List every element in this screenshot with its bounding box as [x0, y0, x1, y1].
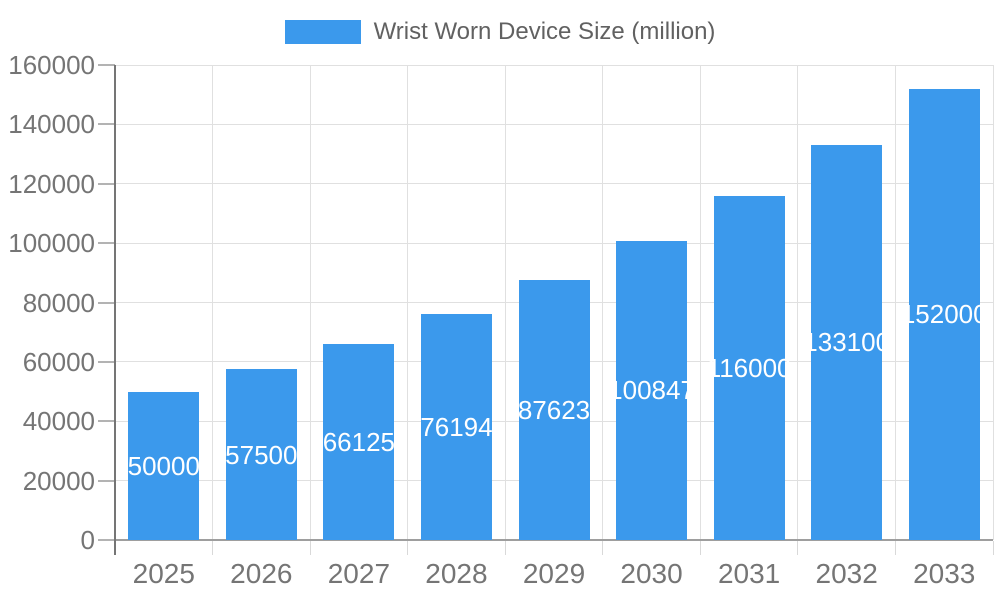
- gridline-v: [602, 65, 604, 540]
- x-tick-label: 2033: [913, 558, 976, 589]
- gridline-v: [212, 65, 214, 540]
- x-tick-mark: [407, 541, 409, 555]
- bar-2032: [811, 144, 883, 540]
- gridline-v: [504, 65, 506, 540]
- x-tick-label: 2032: [815, 558, 878, 589]
- y-tick-mark: [98, 479, 115, 482]
- y-tick-label: 140000: [8, 109, 95, 140]
- gridline-h: [115, 183, 993, 185]
- y-tick-label: 160000: [8, 50, 95, 80]
- bar-2031: [713, 195, 785, 540]
- y-tick-label: 100000: [8, 228, 95, 259]
- y-tick-mark: [98, 360, 115, 363]
- y-tick-mark: [98, 123, 115, 126]
- y-tick-label: 80000: [22, 287, 95, 318]
- gridline-v: [894, 65, 896, 540]
- legend-item[interactable]: Wrist Worn Device Size (million): [284, 18, 716, 45]
- gridline-v: [992, 65, 994, 540]
- gridline-h: [115, 242, 993, 244]
- x-tick-mark: [504, 541, 506, 555]
- y-tick-mark: [98, 242, 115, 245]
- bar-value-label: 100847: [608, 375, 695, 406]
- y-tick-mark: [98, 301, 115, 304]
- gridline-v: [407, 65, 409, 540]
- x-tick-label: 2029: [522, 558, 586, 589]
- y-tick-label: 0: [80, 525, 95, 555]
- bar-value-label: 76194: [420, 411, 493, 442]
- legend-label: Wrist Worn Device Size (million): [373, 18, 716, 45]
- bar-2027: [323, 343, 395, 540]
- gridline-h: [115, 64, 993, 66]
- bar-value-label: 50000: [127, 450, 200, 481]
- y-axis-line: [114, 65, 116, 555]
- x-tick-label: 2025: [132, 558, 195, 589]
- y-tick-mark: [98, 64, 115, 66]
- bar-2025: [128, 391, 200, 540]
- x-tick-label: 2031: [717, 558, 781, 589]
- chart-legend: Wrist Worn Device Size (million): [0, 20, 1000, 44]
- bar-value-label: 152000: [900, 299, 988, 330]
- y-tick-mark: [98, 182, 115, 185]
- bar-value-label: 133100: [803, 327, 891, 358]
- legend-swatch-icon: [284, 20, 361, 44]
- bar-2026: [225, 369, 297, 540]
- x-tick-mark: [602, 541, 604, 555]
- bar-2029: [518, 279, 590, 540]
- y-tick-mark: [98, 539, 115, 541]
- x-tick-label: 2028: [425, 558, 488, 589]
- gridline-v: [699, 65, 701, 540]
- gridline-v: [797, 65, 799, 540]
- x-tick-mark: [894, 541, 896, 555]
- y-tick-label: 40000: [22, 406, 95, 437]
- x-axis-line: [115, 539, 993, 541]
- x-tick-label: 2026: [230, 558, 293, 589]
- bar-value-label: 66125: [322, 426, 396, 457]
- x-tick-mark: [699, 541, 701, 555]
- bar-2028: [420, 313, 492, 540]
- y-tick-label: 20000: [22, 465, 95, 496]
- x-tick-mark: [309, 541, 311, 555]
- y-tick-mark: [98, 420, 115, 423]
- bar-value-label: 57500: [225, 439, 298, 470]
- bar-value-label: 116000: [706, 352, 792, 383]
- y-tick-label: 60000: [22, 346, 95, 377]
- x-tick-mark: [797, 541, 799, 555]
- gridline-h: [115, 123, 993, 125]
- plot-area: 0 20000 40000 60000 80000 100000 120000 140000 1…: [8, 52, 994, 588]
- bar-2033: [908, 88, 980, 540]
- bar-value-label: 87623: [517, 394, 591, 425]
- y-tick-label: 120000: [8, 168, 95, 199]
- x-tick-label: 2030: [620, 558, 683, 589]
- bar-2030: [616, 240, 688, 540]
- x-tick-label: 2027: [327, 558, 391, 589]
- x-tick-mark: [212, 541, 214, 555]
- gridline-v: [309, 65, 311, 540]
- x-tick-mark: [992, 541, 994, 555]
